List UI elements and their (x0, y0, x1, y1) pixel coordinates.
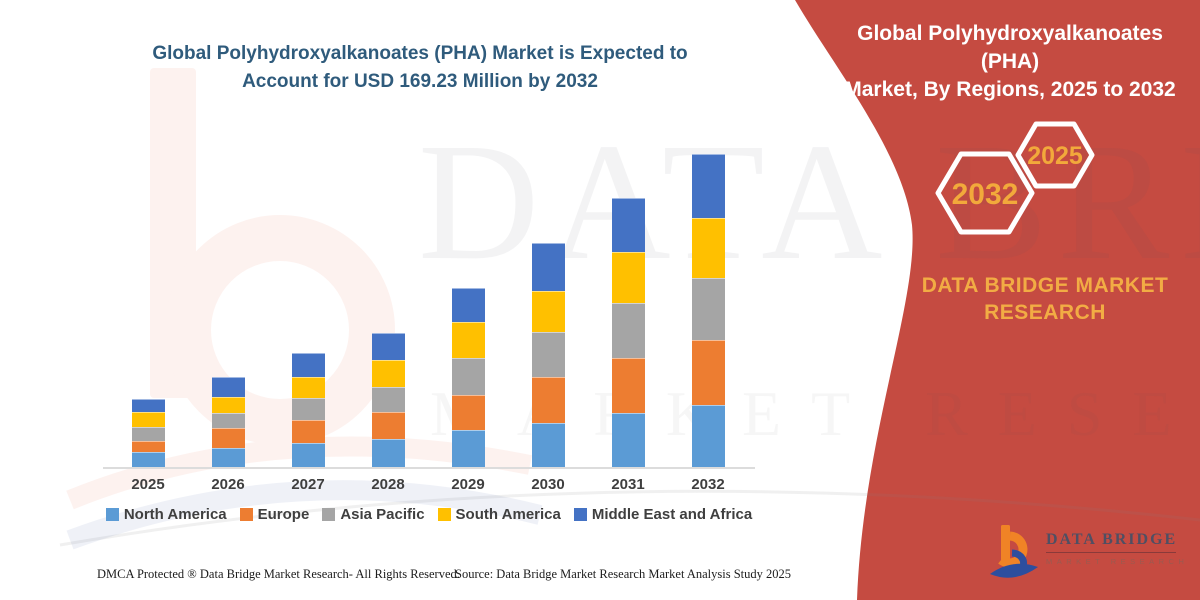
bar-segment-2032-south-america (691, 218, 725, 279)
bar-segment-2030-north-america (531, 423, 565, 467)
bar-segment-2031-europe (611, 358, 645, 413)
stacked-bar-2030 (531, 242, 565, 467)
bar-segment-2029-middle-east-and-africa (451, 287, 485, 322)
legend-label: South America (455, 506, 561, 523)
bar-segment-2027-middle-east-and-africa (291, 352, 325, 377)
chart-title-line2: Account for USD 169.23 Million by 2032 (242, 71, 598, 92)
bar-segment-2025-south-america (131, 412, 165, 428)
legend-label: Middle East and Africa (591, 506, 753, 523)
stacked-bar-2028 (371, 332, 405, 467)
bar-segment-2027-asia-pacific (291, 398, 325, 421)
legend-item-north-america: North America (105, 506, 227, 523)
legend-label: Europe (257, 506, 310, 523)
bar-segment-2025-north-america (131, 451, 165, 467)
bar-segment-2025-asia-pacific (131, 427, 165, 441)
bar-segment-2026-middle-east-and-africa (211, 376, 245, 397)
bar-segment-2026-north-america (211, 448, 245, 467)
bar-segment-2031-south-america (611, 252, 645, 304)
hexagon-small-year: 2025 (1027, 142, 1083, 170)
bar-segment-2026-europe (211, 428, 245, 449)
legend-swatch-icon (322, 508, 336, 521)
x-axis-label-2026: 2026 (211, 476, 245, 493)
bar-segment-2031-middle-east-and-africa (611, 198, 645, 253)
legend-label: North America (123, 506, 227, 523)
panel-brand-text: DATA BRIDGE MARKET RESEARCH (920, 272, 1170, 326)
bar-segment-2031-north-america (611, 413, 645, 467)
bar-segment-2032-north-america (691, 405, 725, 467)
x-axis-label-2028: 2028 (371, 476, 405, 493)
bar-segment-2028-middle-east-and-africa (371, 332, 405, 360)
x-axis-line (103, 467, 755, 469)
hexagon-large-year: 2032 (952, 178, 1019, 211)
legend-swatch-icon (239, 508, 253, 521)
panel-brand-line2: RESEARCH (984, 301, 1106, 324)
legend-swatch-icon (105, 508, 119, 521)
bar-segment-2026-south-america (211, 396, 245, 414)
bar-segment-2029-north-america (451, 430, 485, 467)
bar-segment-2025-middle-east-and-africa (131, 398, 165, 413)
bar-segment-2029-asia-pacific (451, 358, 485, 395)
legend-item-europe: Europe (239, 506, 310, 523)
company-logo-text: DATA BRIDGE MARKET RESEARCH (1046, 531, 1189, 566)
company-logo-name: DATA BRIDGE (1046, 531, 1176, 553)
bar-segment-2028-south-america (371, 359, 405, 387)
bar-segment-2030-europe (531, 376, 565, 423)
bar-segment-2032-europe (691, 340, 725, 405)
legend-swatch-icon (573, 508, 587, 521)
bar-segment-2028-north-america (371, 438, 405, 467)
hexagon-large (935, 151, 1035, 235)
bar-segment-2025-europe (131, 440, 165, 452)
panel-heading-line2: Market, By Regions, 2025 to 2032 (844, 78, 1176, 101)
swoosh-watermark-arc (59, 489, 1200, 547)
stacked-bar-2027 (291, 352, 325, 467)
stacked-bar-2026 (211, 376, 245, 467)
bar-segment-2027-north-america (291, 442, 325, 467)
chart-title-line1: Global Polyhydroxyalkanoates (PHA) Marke… (152, 43, 688, 64)
legend-item-middle-east-and-africa: Middle East and Africa (573, 506, 753, 523)
company-logo-tagline: MARKET RESEARCH (1046, 557, 1189, 566)
bar-segment-2032-middle-east-and-africa (691, 153, 725, 219)
bar-segment-2031-asia-pacific (611, 303, 645, 359)
chart-title: Global Polyhydroxyalkanoates (PHA) Marke… (50, 40, 790, 96)
x-axis-label-2025: 2025 (131, 476, 165, 493)
bar-segment-2030-south-america (531, 290, 565, 332)
panel-heading: Global Polyhydroxyalkanoates (PHA) Marke… (828, 20, 1192, 104)
x-axis-label-2030: 2030 (531, 476, 565, 493)
stacked-bar-2025 (131, 398, 165, 467)
bar-segment-2030-asia-pacific (531, 331, 565, 377)
bar-segment-2028-asia-pacific (371, 386, 405, 412)
chart-legend: North America Europe Asia Pacific South Ame… (100, 506, 758, 523)
bar-segment-2027-europe (291, 420, 325, 443)
bar-segment-2026-asia-pacific (211, 413, 245, 429)
legend-label: Asia Pacific (340, 506, 425, 523)
x-axis-label-2031: 2031 (611, 476, 645, 493)
side-panel-shape (795, 0, 1200, 600)
panel-brand-line1: DATA BRIDGE MARKET (921, 274, 1169, 297)
stacked-bar-2031 (611, 198, 645, 467)
panel-heading-line1: Global Polyhydroxyalkanoates (PHA) (857, 22, 1163, 73)
stacked-bar-2032 (691, 153, 725, 467)
footer-source: Source: Data Bridge Market Research Mark… (455, 567, 792, 581)
footer-copyright: DMCA Protected ® Data Bridge Market Rese… (97, 567, 460, 581)
bar-segment-2032-asia-pacific (691, 278, 725, 341)
legend-item-south-america: South America (437, 506, 561, 523)
legend-item-asia-pacific: Asia Pacific (322, 506, 425, 523)
stacked-bar-2029 (451, 287, 485, 467)
x-axis-label-2032: 2032 (691, 476, 725, 493)
bar-segment-2027-south-america (291, 376, 325, 399)
x-axis-label-2027: 2027 (291, 476, 325, 493)
bar-segment-2029-south-america (451, 321, 485, 358)
bar-segment-2029-europe (451, 395, 485, 430)
hexagon-small (1015, 121, 1095, 189)
x-axis-label-2029: 2029 (451, 476, 485, 493)
bar-segment-2030-middle-east-and-africa (531, 242, 565, 291)
company-logo-icon (990, 525, 1038, 578)
legend-swatch-icon (437, 508, 451, 521)
bar-segment-2028-europe (371, 411, 405, 439)
